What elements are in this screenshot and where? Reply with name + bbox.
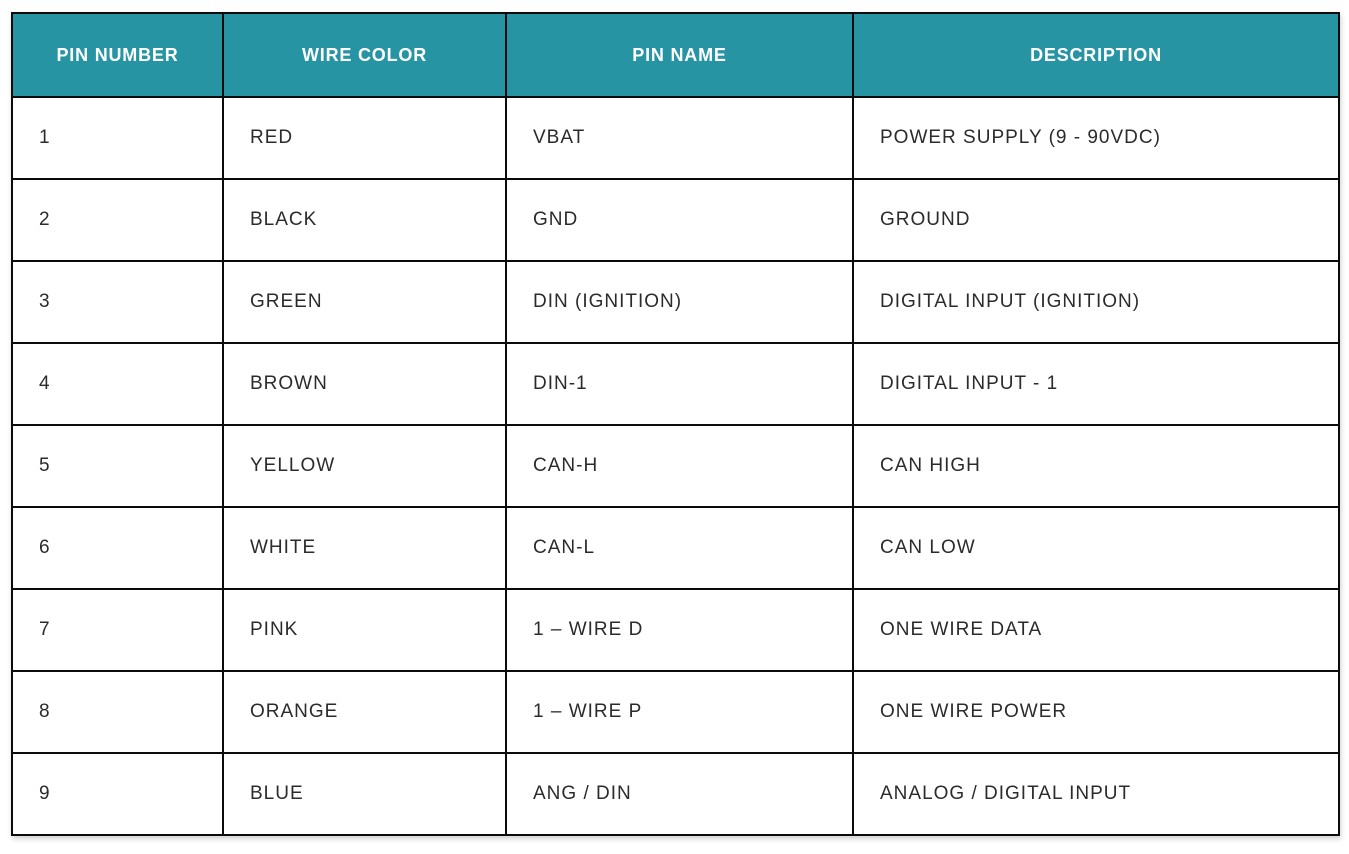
- table-row: 8 ORANGE 1 – WIRE P ONE WIRE POWER: [11, 670, 1340, 754]
- cell-wire-color: WHITE: [222, 506, 507, 590]
- cell-wire-color: BROWN: [222, 342, 507, 426]
- column-header-wire-color: WIRE COLOR: [222, 12, 507, 98]
- cell-pin-name: 1 – WIRE P: [505, 670, 854, 754]
- table-row: 2 BLACK GND GROUND: [11, 178, 1340, 262]
- cell-pin-name: ANG / DIN: [505, 752, 854, 836]
- cell-wire-color: BLUE: [222, 752, 507, 836]
- table-row: 1 RED VBAT POWER SUPPLY (9 - 90VDC): [11, 96, 1340, 180]
- table-row: 4 BROWN DIN-1 DIGITAL INPUT - 1: [11, 342, 1340, 426]
- cell-pin-name: DIN (IGNITION): [505, 260, 854, 344]
- table-row: 9 BLUE ANG / DIN ANALOG / DIGITAL INPUT: [11, 752, 1340, 836]
- cell-pin-number: 1: [11, 96, 224, 180]
- cell-pin-name: 1 – WIRE D: [505, 588, 854, 672]
- cell-pin-name: DIN-1: [505, 342, 854, 426]
- column-header-description: DESCRIPTION: [852, 12, 1340, 98]
- cell-pin-number: 8: [11, 670, 224, 754]
- table-row: 7 PINK 1 – WIRE D ONE WIRE DATA: [11, 588, 1340, 672]
- table-row: 3 GREEN DIN (IGNITION) DIGITAL INPUT (IGNIT…: [11, 260, 1340, 344]
- cell-wire-color: ORANGE: [222, 670, 507, 754]
- cell-description: CAN LOW: [852, 506, 1340, 590]
- table-body: 1 RED VBAT POWER SUPPLY (9 - 90VDC) 2 BLACK GN…: [11, 96, 1340, 836]
- cell-description: CAN HIGH: [852, 424, 1340, 508]
- cell-pin-name: VBAT: [505, 96, 854, 180]
- cell-pin-number: 7: [11, 588, 224, 672]
- cell-pin-name: CAN-L: [505, 506, 854, 590]
- cell-wire-color: RED: [222, 96, 507, 180]
- cell-pin-name: GND: [505, 178, 854, 262]
- cell-description: DIGITAL INPUT (IGNITION): [852, 260, 1340, 344]
- column-header-pin-name: PIN NAME: [505, 12, 854, 98]
- cell-pin-name: CAN-H: [505, 424, 854, 508]
- cell-pin-number: 3: [11, 260, 224, 344]
- cell-wire-color: YELLOW: [222, 424, 507, 508]
- cell-description: GROUND: [852, 178, 1340, 262]
- cell-pin-number: 4: [11, 342, 224, 426]
- cell-description: ONE WIRE DATA: [852, 588, 1340, 672]
- cell-description: ONE WIRE POWER: [852, 670, 1340, 754]
- table-row: 6 WHITE CAN-L CAN LOW: [11, 506, 1340, 590]
- cell-description: ANALOG / DIGITAL INPUT: [852, 752, 1340, 836]
- cell-pin-number: 6: [11, 506, 224, 590]
- cell-description: POWER SUPPLY (9 - 90VDC): [852, 96, 1340, 180]
- table-row: 5 YELLOW CAN-H CAN HIGH: [11, 424, 1340, 508]
- cell-wire-color: BLACK: [222, 178, 507, 262]
- header-row: PIN NUMBER WIRE COLOR PIN NAME DESCRIPTION: [11, 12, 1340, 98]
- cell-pin-number: 2: [11, 178, 224, 262]
- cell-wire-color: GREEN: [222, 260, 507, 344]
- pinout-table: PIN NUMBER WIRE COLOR PIN NAME DESCRIPTION …: [11, 12, 1340, 836]
- cell-wire-color: PINK: [222, 588, 507, 672]
- cell-pin-number: 9: [11, 752, 224, 836]
- column-header-pin-number: PIN NUMBER: [11, 12, 224, 98]
- cell-description: DIGITAL INPUT - 1: [852, 342, 1340, 426]
- cell-pin-number: 5: [11, 424, 224, 508]
